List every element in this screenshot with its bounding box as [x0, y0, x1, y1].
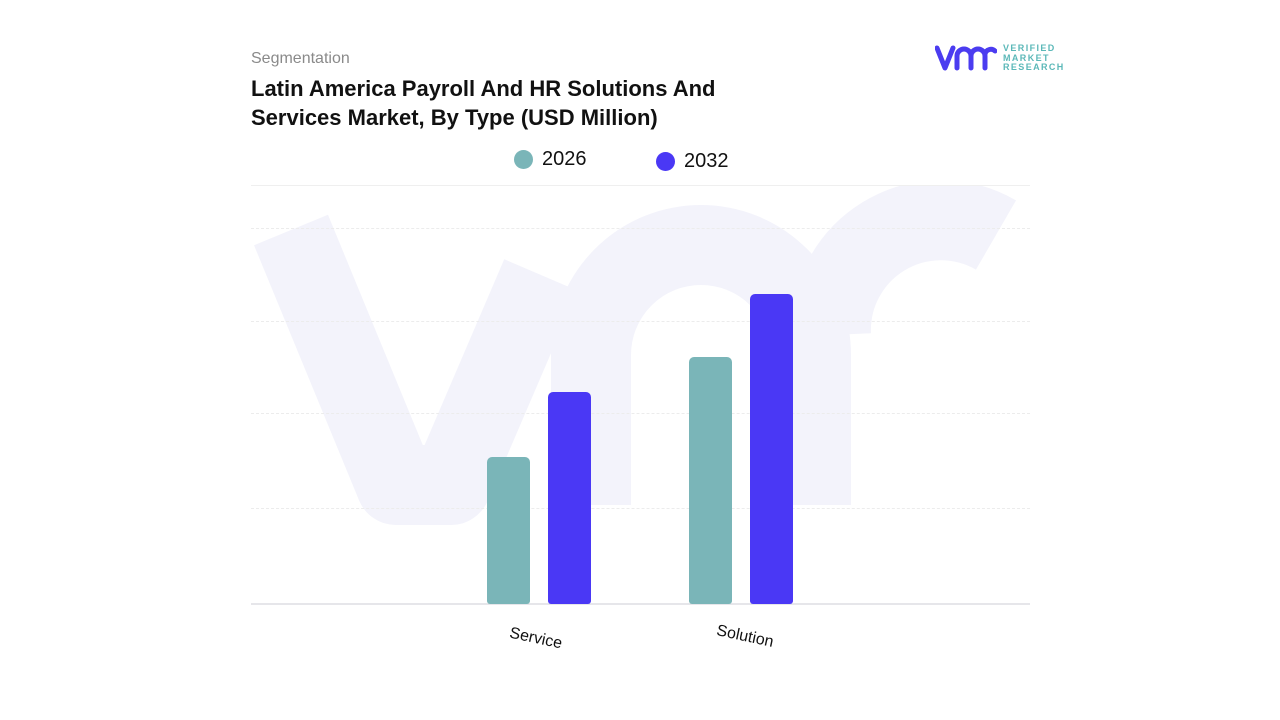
logo-line-research: RESEARCH [1003, 62, 1065, 72]
bar-service-2026[interactable] [487, 457, 530, 604]
chart-subtitle: Segmentation [251, 50, 350, 67]
bar-solution-2026[interactable] [689, 357, 732, 604]
legend-item-2032: 2032 [656, 150, 729, 173]
legend-dot-icon [656, 152, 675, 171]
vmr-logo-icon [935, 45, 997, 71]
gridline [251, 228, 1030, 229]
vmr-logo: VERIFIED MARKET RESEARCH [935, 43, 1065, 73]
bar-solution-2032[interactable] [750, 294, 793, 604]
gridline [251, 185, 1030, 186]
x-label-service: Service [507, 624, 564, 653]
legend-item-2026: 2026 [514, 148, 587, 171]
x-label-solution: Solution [714, 622, 776, 651]
gridline [251, 321, 1030, 322]
chart-title: Latin America Payroll And HR Solutions A… [251, 76, 716, 130]
legend-label: 2032 [684, 150, 729, 172]
legend-dot-icon [514, 150, 533, 169]
bar-service-2032[interactable] [548, 392, 591, 604]
logo-text: VERIFIED MARKET RESEARCH [1003, 43, 1065, 73]
legend-label: 2026 [542, 148, 587, 170]
vmr-watermark-icon [254, 185, 1017, 525]
x-axis-baseline [251, 603, 1030, 605]
gridline [251, 413, 1030, 414]
gridline [251, 508, 1030, 509]
logo-line-market: MARKET [1003, 52, 1050, 63]
plot-area: Service Solution [251, 185, 1030, 652]
logo-line-verified: VERIFIED [1003, 43, 1056, 53]
chart-legend: 2026 2032 [0, 148, 1280, 176]
